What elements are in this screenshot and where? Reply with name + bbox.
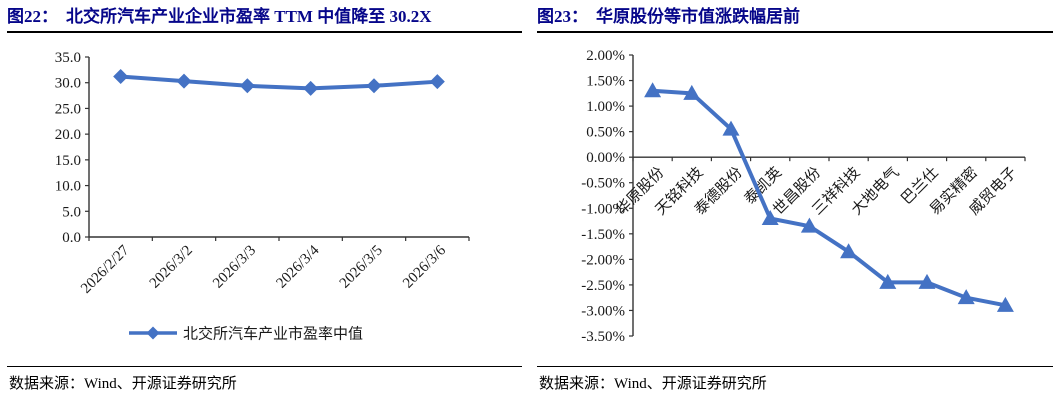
y-tick-label: 0.00% [586, 150, 625, 166]
data-point-marker [644, 82, 662, 98]
figure-22-chart: 35.0 30.0 25.0 20.0 15.0 10.0 5.0 0.0 2026/2/27 2… [7, 43, 522, 365]
category-label: 2026/3/6 [400, 242, 449, 291]
y-tick-label: 0.0 [62, 230, 81, 246]
y-tick-label: 30.0 [55, 76, 81, 92]
title-underline [537, 31, 1053, 33]
series-line [652, 88, 1006, 308]
data-point-marker [429, 74, 445, 90]
figure-22-title-label: 图22： [7, 7, 58, 26]
data-point-marker [800, 217, 818, 233]
source-line: 数据来源：Wind、开源证券研究所 [9, 372, 522, 393]
y-tick-label: 1.00% [586, 99, 625, 115]
y-tick-label: 25.0 [55, 101, 81, 117]
figure-23-chart: 2.00% 1.50% 1.00% 0.50% 0.00% -0.50% -1.00% -1.… [537, 43, 1053, 365]
legend-marker [146, 326, 160, 340]
data-point-marker [957, 289, 975, 305]
y-tick-label: 1.50% [586, 74, 625, 90]
figure-22-panel: 图22： 北交所汽车产业企业市盈率 TTM 中值降至 30.2X 35.0 30.0… [0, 0, 530, 408]
data-point-marker [366, 78, 382, 94]
data-point-marker [683, 84, 701, 100]
category-label: 2026/3/3 [210, 243, 259, 292]
figure-22-title-text: 北交所汽车产业企业市盈率 TTM 中值降至 30.2X [66, 7, 432, 26]
category-label: 2026/3/4 [273, 242, 322, 291]
y-tick-label: -3.50% [581, 329, 625, 345]
data-point-marker [761, 209, 779, 225]
y-tick-label: 15.0 [55, 153, 81, 169]
source-text: Wind、开源证券研究所 [614, 376, 767, 392]
data-point-marker [722, 120, 740, 136]
source-divider [537, 366, 1053, 367]
figure-22-title: 图22： 北交所汽车产业企业市盈率 TTM 中值降至 30.2X [7, 5, 522, 29]
data-point-marker [840, 243, 858, 259]
title-underline [7, 31, 522, 33]
data-point-marker [303, 80, 319, 96]
y-tick-label: 35.0 [55, 50, 81, 66]
data-point-marker [918, 273, 936, 289]
series-line [120, 74, 438, 91]
y-tick-label: -0.50% [581, 176, 625, 192]
source-divider [7, 366, 522, 367]
figure-23-title-label: 图23： [537, 7, 588, 26]
source-text: Wind、开源证券研究所 [84, 376, 237, 392]
y-tick-label: 20.0 [55, 127, 81, 143]
data-point-marker [176, 73, 192, 89]
source-label: 数据来源： [9, 376, 85, 392]
y-tick-label: 0.50% [586, 125, 625, 141]
legend-label: 北交所汽车产业市盈率中值 [183, 325, 363, 343]
source-label: 数据来源： [539, 376, 615, 392]
y-tick-label: 10.0 [55, 179, 81, 195]
y-tick-label: -2.50% [581, 278, 625, 294]
category-label: 2026/3/5 [337, 243, 386, 292]
y-tick-label: -1.50% [581, 227, 625, 243]
y-tick-label: -2.00% [581, 252, 625, 268]
y-tick-label: 5.0 [62, 204, 81, 220]
y-tick-label: -1.00% [581, 201, 625, 217]
data-point-marker [113, 69, 129, 85]
data-point-marker [879, 273, 897, 289]
figure-23-panel: 图23： 华原股份等市值涨跌幅居前 2.00% 1.50% 1.00% 0.50% 0.0… [530, 0, 1061, 408]
market-cap-change-line-chart: 2.00% 1.50% 1.00% 0.50% 0.00% -0.50% -1.00% -1.… [581, 48, 1026, 345]
category-label: 2026/2/27 [78, 242, 133, 297]
y-tick-label: 2.00% [586, 48, 625, 64]
figure-23-title-text: 华原股份等市值涨跌幅居前 [596, 7, 800, 26]
figure-23-title: 图23： 华原股份等市值涨跌幅居前 [537, 5, 1053, 29]
data-point-marker [239, 78, 255, 94]
source-line: 数据来源：Wind、开源证券研究所 [539, 372, 1053, 393]
y-tick-label: -3.00% [581, 303, 625, 319]
category-label: 2026/3/2 [147, 243, 196, 292]
data-point-marker [996, 296, 1014, 312]
